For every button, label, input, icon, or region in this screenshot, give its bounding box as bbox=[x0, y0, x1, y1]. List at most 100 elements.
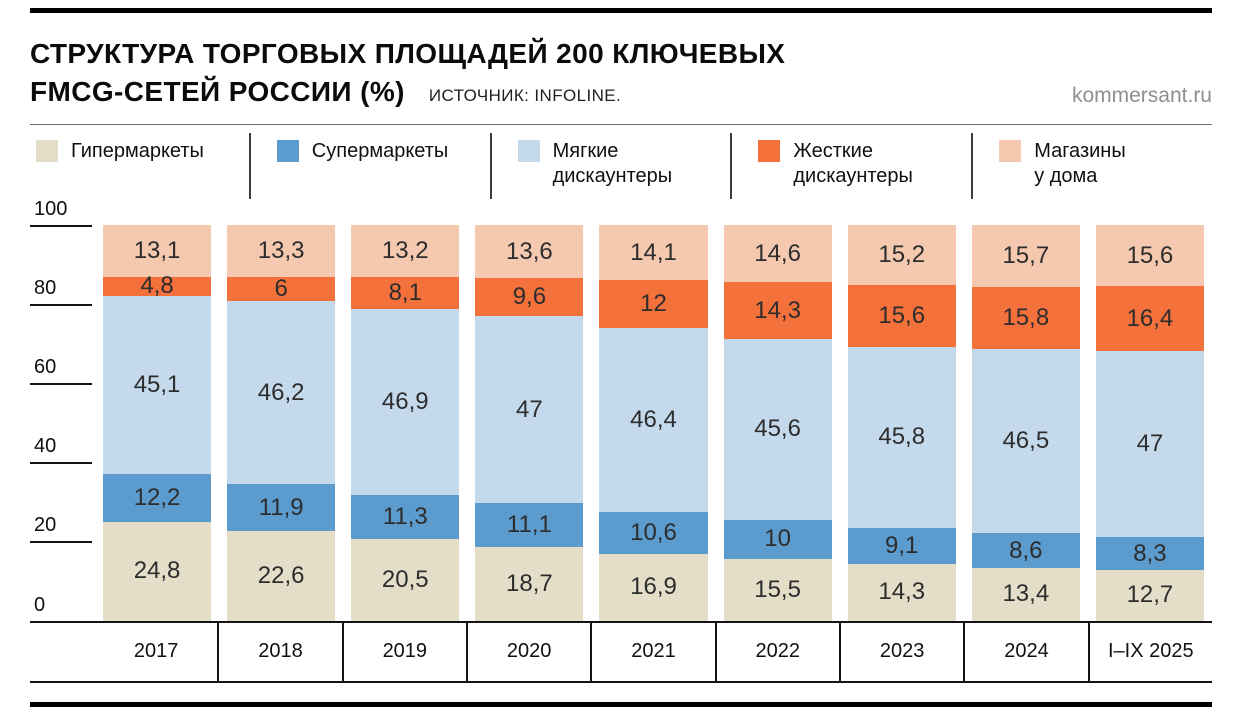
value-label: 15,8 bbox=[1002, 304, 1050, 332]
title-line-2: FMCG-СЕТЕЙ РОССИИ (%) ИСТОЧНИК: INFOLINE. bbox=[30, 73, 1212, 111]
value-label: 10 bbox=[764, 525, 791, 553]
bars-container: 24,8 12,2 45,1 4,8 13,1 22,6 11,9 46,2 6 13,3 20,5… bbox=[95, 224, 1212, 621]
x-axis-label-0: 2017 bbox=[133, 640, 179, 663]
value-label: 15,5 bbox=[754, 575, 801, 603]
supermarkets-segment: 8,3 bbox=[1095, 537, 1204, 571]
y-tick-line-60 bbox=[30, 383, 92, 385]
value-label: 45,8 bbox=[878, 423, 926, 451]
value-label: 22,6 bbox=[257, 561, 305, 589]
convenience-stores-segment: 13,3 bbox=[227, 224, 336, 278]
bar-6: 14,3 9,1 45,8 15,6 15,2 bbox=[847, 224, 956, 621]
hypermarkets-segment: 14,3 bbox=[847, 563, 956, 621]
supermarkets-segment: 8,6 bbox=[971, 533, 1080, 568]
supermarkets-swatch bbox=[276, 139, 299, 162]
value-label: 46,9 bbox=[381, 387, 429, 415]
y-tick-label-0: 0 bbox=[34, 593, 46, 616]
soft-discounters-segment: 46,4 bbox=[599, 327, 708, 512]
y-tick-label-40: 40 bbox=[34, 435, 57, 458]
hypermarkets-swatch bbox=[36, 139, 58, 162]
value-label: 45,6 bbox=[754, 415, 801, 443]
y-tick-line-80 bbox=[30, 303, 92, 306]
title-line-1: СТРУКТУРА ТОРГОВЫХ ПЛОЩАДЕЙ 200 КЛЮЧЕВЫХ bbox=[30, 38, 786, 69]
bar-8: 12,7 8,3 47 16,4 15,6 bbox=[1095, 224, 1204, 621]
supermarkets-segment: 11,9 bbox=[227, 484, 336, 532]
value-label: 14,6 bbox=[754, 239, 801, 267]
hard-discounters-segment: 14,3 bbox=[723, 282, 832, 340]
supermarkets-segment: 11,3 bbox=[351, 494, 460, 540]
stacked-bar-chart: 0 20 40 60 80 100 24,8 12,2 45,1 4,8 13,1 22,6 11,9… bbox=[30, 198, 1212, 683]
soft-discounters-segment: 46,5 bbox=[971, 349, 1080, 534]
bar-0: 24,8 12,2 45,1 4,8 13,1 bbox=[103, 224, 212, 621]
hard-discounters-segment: 9,6 bbox=[475, 278, 584, 317]
value-label: 47 bbox=[1136, 430, 1164, 458]
value-label: 46,2 bbox=[257, 378, 305, 406]
value-label: 20,5 bbox=[381, 566, 429, 593]
y-tick-line-40 bbox=[30, 462, 92, 465]
y-tick-line-100 bbox=[30, 224, 92, 227]
value-label: 14,3 bbox=[754, 296, 801, 324]
hard-discounters-segment: 15,6 bbox=[847, 284, 956, 347]
soft-discounters-segment: 45,1 bbox=[103, 295, 212, 475]
supermarkets-segment: 10,6 bbox=[599, 511, 708, 554]
value-label: 24,8 bbox=[133, 557, 181, 585]
value-label: 9,6 bbox=[512, 283, 547, 311]
hypermarkets-segment: 13,4 bbox=[971, 567, 1080, 621]
hard-discounters-segment: 12 bbox=[599, 280, 708, 328]
legend-item: Магазины у дома bbox=[971, 132, 1212, 199]
soft-discounters-segment: 46,9 bbox=[351, 308, 460, 495]
bar-1: 22,6 11,9 46,2 6 13,3 bbox=[227, 224, 336, 621]
value-label: 45,1 bbox=[133, 370, 181, 398]
hard-discounters-segment: 16,4 bbox=[1095, 286, 1204, 352]
legend-label: Магазины у дома bbox=[1034, 139, 1126, 187]
hypermarkets-segment: 22,6 bbox=[227, 531, 336, 621]
soft-discounters-segment: 47 bbox=[475, 316, 584, 503]
source-credit: ИСТОЧНИК: INFOLINE. bbox=[428, 85, 622, 105]
convenience-stores-segment: 15,6 bbox=[1095, 224, 1204, 287]
x-axis-label-6: 2023 bbox=[838, 622, 963, 681]
value-label: 46,4 bbox=[630, 405, 677, 433]
supermarkets-segment: 9,1 bbox=[847, 527, 956, 564]
convenience-stores-segment: 15,2 bbox=[847, 224, 956, 285]
convenience-stores-segment: 14,6 bbox=[723, 224, 832, 283]
hypermarkets-segment: 12,7 bbox=[1095, 570, 1204, 621]
legend-item: Гипермаркеты bbox=[30, 133, 249, 199]
value-label: 4,8 bbox=[140, 272, 174, 299]
value-label: 13,1 bbox=[133, 236, 181, 264]
value-label: 13,3 bbox=[257, 236, 305, 264]
x-axis-label-7: 2024 bbox=[963, 622, 1087, 681]
convenience-stores-segment: 13,6 bbox=[475, 224, 584, 279]
value-label: 14,3 bbox=[878, 578, 926, 606]
legend-label: Супермаркеты bbox=[311, 139, 449, 162]
soft-discounters-segment: 47 bbox=[1095, 351, 1204, 538]
soft-discounters-segment: 45,8 bbox=[847, 346, 956, 528]
value-label: 13,6 bbox=[506, 237, 553, 265]
x-axis: 2017 2018 2019 2020 2021 2022 2023 2024 I–IX 202… bbox=[30, 622, 1212, 683]
convenience-stores-segment: 13,1 bbox=[103, 224, 212, 277]
plot-area: 0 20 40 60 80 100 24,8 12,2 45,1 4,8 13,1 22,6 11,9… bbox=[30, 198, 1212, 623]
value-label: 47 bbox=[516, 395, 543, 423]
bar-3: 18,7 11,1 47 9,6 13,6 bbox=[475, 224, 584, 621]
bar-5: 15,5 10 45,6 14,3 14,6 bbox=[723, 224, 832, 621]
legend-label: Мягкие дискаунтеры bbox=[552, 139, 673, 187]
value-label: 12 bbox=[640, 290, 667, 318]
hard-discounters-segment: 4,8 bbox=[103, 272, 212, 299]
legend-label: Жесткие дискаунтеры bbox=[793, 139, 913, 187]
x-axis-label-5: 2022 bbox=[714, 622, 839, 681]
bar-4: 16,9 10,6 46,4 12 14,1 bbox=[599, 224, 708, 621]
value-label: 6 bbox=[274, 275, 288, 303]
hard-discounters-segment: 15,8 bbox=[971, 286, 1080, 350]
value-label: 16,4 bbox=[1126, 304, 1174, 332]
convenience-stores-segment: 14,1 bbox=[599, 224, 708, 281]
hard-discounters-swatch bbox=[758, 139, 781, 162]
y-tick-line-20 bbox=[30, 541, 92, 544]
title-line-2-text: FMCG-СЕТЕЙ РОССИИ (%) bbox=[30, 75, 405, 107]
x-axis-label-4: 2021 bbox=[590, 622, 714, 681]
value-label: 18,7 bbox=[506, 569, 553, 597]
value-label: 15,6 bbox=[1126, 241, 1174, 269]
value-label: 11,3 bbox=[382, 503, 428, 531]
legend: Гипермаркеты Супермаркеты Мягкие дискаунте… bbox=[30, 132, 1212, 199]
legend-item: Жесткие дискаунтеры bbox=[730, 132, 971, 199]
value-label: 15,7 bbox=[1002, 241, 1050, 269]
y-axis: 0 20 40 60 80 100 bbox=[30, 198, 95, 621]
